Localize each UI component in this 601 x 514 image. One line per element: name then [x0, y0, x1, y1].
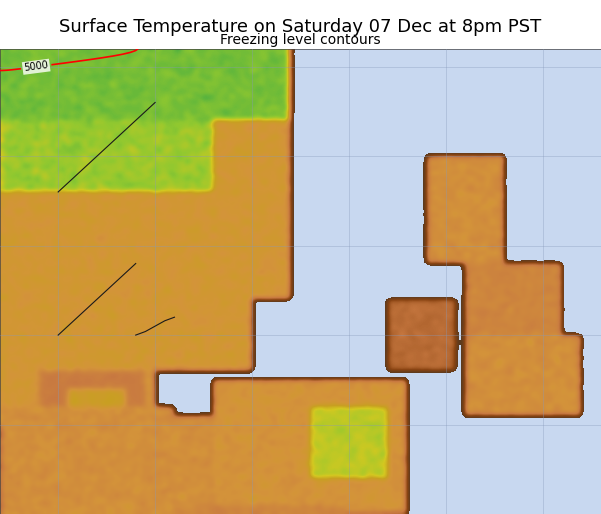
- Text: Freezing level contours: Freezing level contours: [220, 33, 381, 47]
- Text: 5000: 5000: [23, 60, 49, 74]
- Text: Surface Temperature on Saturday 07 Dec at 8pm PST: Surface Temperature on Saturday 07 Dec a…: [59, 18, 542, 36]
